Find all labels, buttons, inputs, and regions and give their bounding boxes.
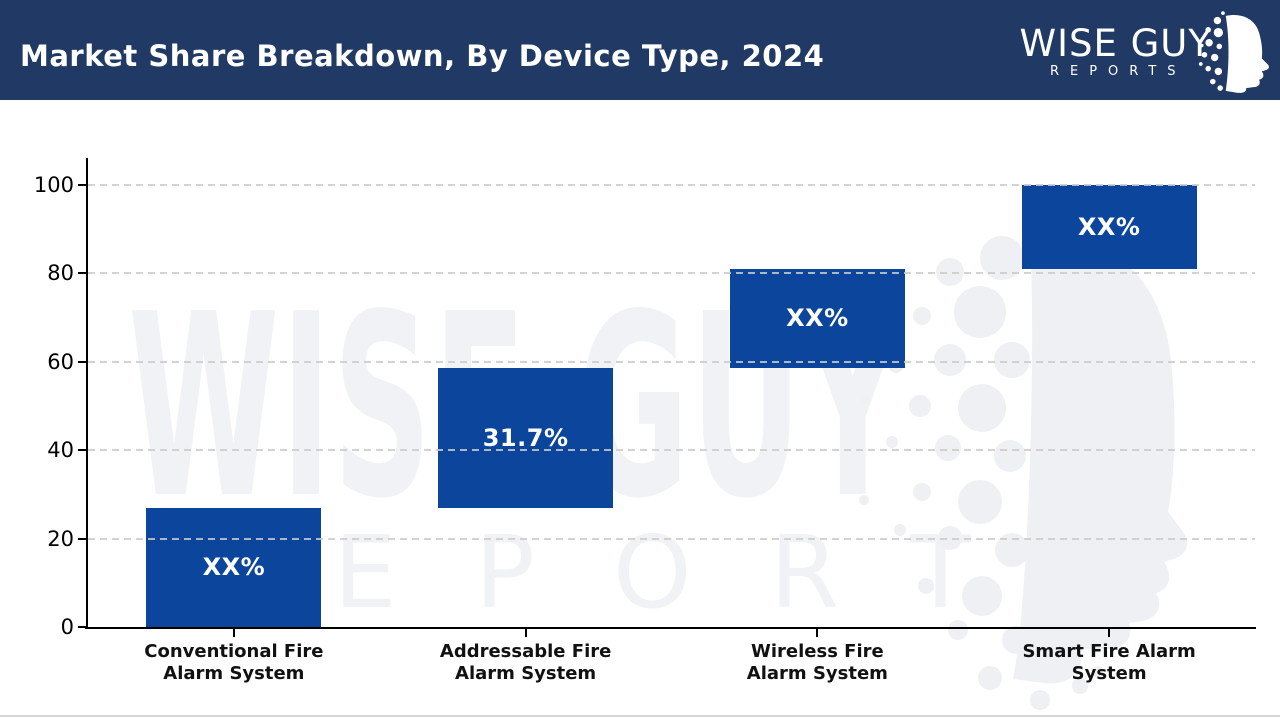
- y-tick-0: [78, 626, 86, 628]
- x-tick: [816, 629, 819, 637]
- gridline-40: [88, 449, 1255, 452]
- bar-segment: XX%: [729, 269, 905, 368]
- bar-value-label: 31.7%: [482, 423, 569, 452]
- logo-reports-text: REPORTS: [1049, 64, 1187, 79]
- bar-value-label: XX%: [202, 553, 266, 582]
- x-tick: [524, 629, 527, 637]
- wise-guy-reports-logo: WISE GUY REPORTS: [1020, 6, 1272, 94]
- bar-value-label: XX%: [1077, 213, 1141, 242]
- plot-area: XX% 31.7% XX% XX%: [88, 163, 1255, 627]
- x-tick: [1108, 629, 1111, 637]
- x-axis-line: [85, 627, 1256, 629]
- footer-divider: [0, 715, 1280, 717]
- y-tick-label-80: 80: [47, 261, 74, 286]
- y-tick-100: [78, 184, 86, 187]
- category-label: Addressable Fire Alarm System: [439, 641, 612, 684]
- bar-segment: XX%: [146, 507, 322, 627]
- logo-face-icon: [1198, 11, 1269, 93]
- y-axis-line: [86, 158, 88, 629]
- category-label: Wireless Fire Alarm System: [746, 641, 888, 684]
- bar-segment: 31.7%: [438, 367, 614, 508]
- x-tick: [232, 629, 235, 637]
- watermark-face-icon: [859, 224, 1188, 710]
- chart-title: Market Share Breakdown, By Device Type, …: [20, 39, 825, 73]
- y-tick-label-60: 60: [47, 349, 74, 374]
- gridline-80: [88, 272, 1255, 275]
- category-label: Conventional Fire Alarm System: [144, 641, 324, 684]
- y-tick-60: [78, 360, 86, 363]
- logo-wordmark: WISE GUY: [1019, 22, 1212, 65]
- y-tick-label-40: 40: [47, 438, 74, 463]
- y-tick-40: [78, 449, 86, 452]
- gridline-20: [88, 537, 1255, 540]
- category-label: Smart Fire Alarm System: [1022, 641, 1196, 684]
- bar-segment: XX%: [1021, 185, 1197, 270]
- y-tick-label-100: 100: [33, 173, 74, 198]
- y-tick-label-0: 0: [60, 615, 74, 639]
- header-bar: Market Share Breakdown, By Device Type, …: [0, 0, 1280, 100]
- y-tick-label-20: 20: [47, 526, 74, 551]
- gridline-60: [88, 360, 1255, 363]
- logo-text: WISE GUY REPORTS: [1019, 22, 1212, 80]
- y-tick-20: [78, 537, 86, 540]
- y-tick-80: [78, 272, 86, 275]
- gridline-100: [88, 184, 1255, 187]
- bar-value-label: XX%: [786, 304, 849, 333]
